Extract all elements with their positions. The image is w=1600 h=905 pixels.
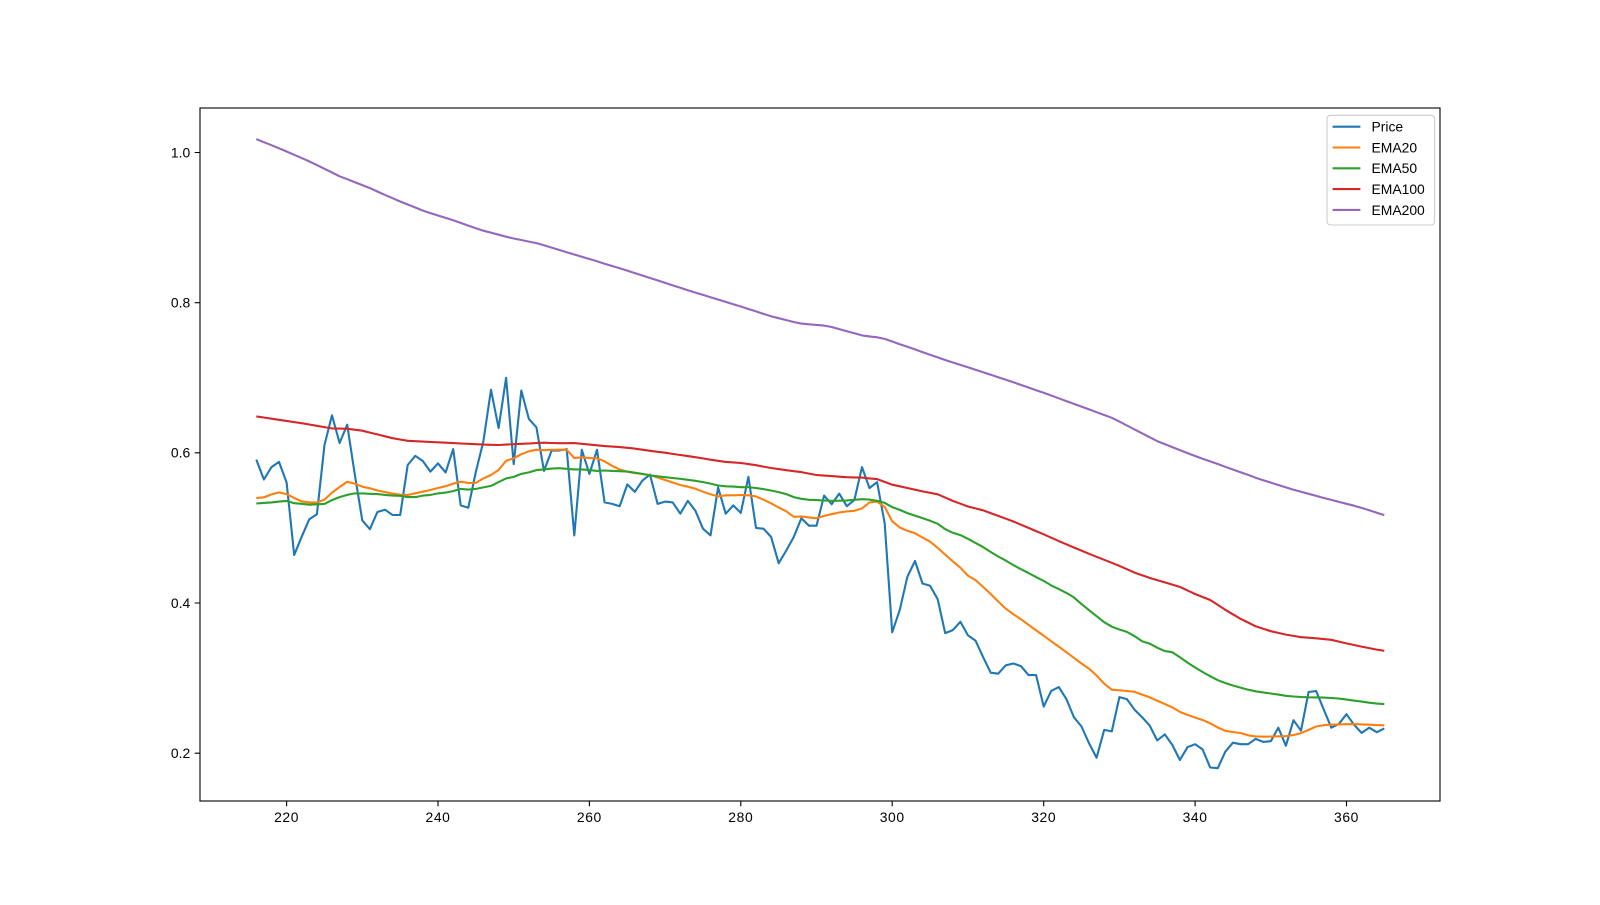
svg-text:360: 360 bbox=[1334, 809, 1359, 825]
svg-text:Price: Price bbox=[1372, 119, 1404, 135]
svg-text:0.8: 0.8 bbox=[171, 295, 191, 311]
svg-text:300: 300 bbox=[880, 809, 905, 825]
svg-text:220: 220 bbox=[274, 809, 299, 825]
svg-text:EMA20: EMA20 bbox=[1372, 139, 1418, 155]
svg-text:EMA100: EMA100 bbox=[1372, 181, 1426, 197]
svg-text:320: 320 bbox=[1031, 809, 1056, 825]
svg-text:1.0: 1.0 bbox=[171, 144, 191, 160]
svg-text:0.2: 0.2 bbox=[171, 745, 191, 761]
svg-text:340: 340 bbox=[1183, 809, 1208, 825]
svg-text:0.6: 0.6 bbox=[171, 445, 191, 461]
svg-text:EMA200: EMA200 bbox=[1372, 202, 1426, 218]
svg-text:280: 280 bbox=[728, 809, 753, 825]
svg-text:260: 260 bbox=[577, 809, 602, 825]
svg-text:0.4: 0.4 bbox=[171, 595, 191, 611]
svg-text:240: 240 bbox=[426, 809, 451, 825]
svg-text:EMA50: EMA50 bbox=[1372, 160, 1418, 176]
